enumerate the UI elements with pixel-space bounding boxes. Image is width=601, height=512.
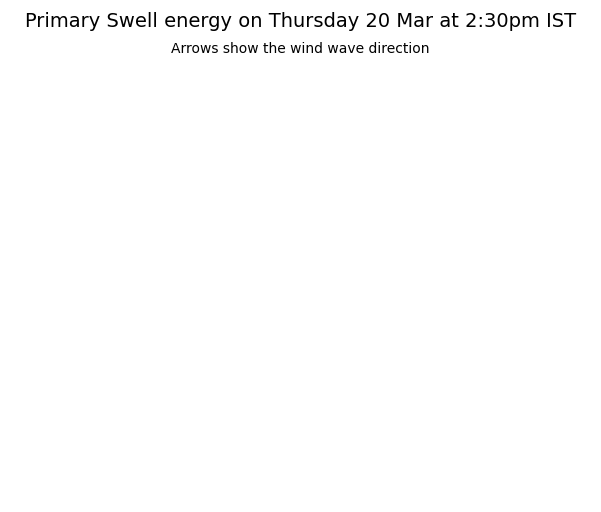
Text: Arrows show the wind wave direction: Arrows show the wind wave direction — [171, 42, 430, 56]
Text: Primary Swell energy on Thursday 20 Mar at 2:30pm IST: Primary Swell energy on Thursday 20 Mar … — [25, 12, 576, 31]
